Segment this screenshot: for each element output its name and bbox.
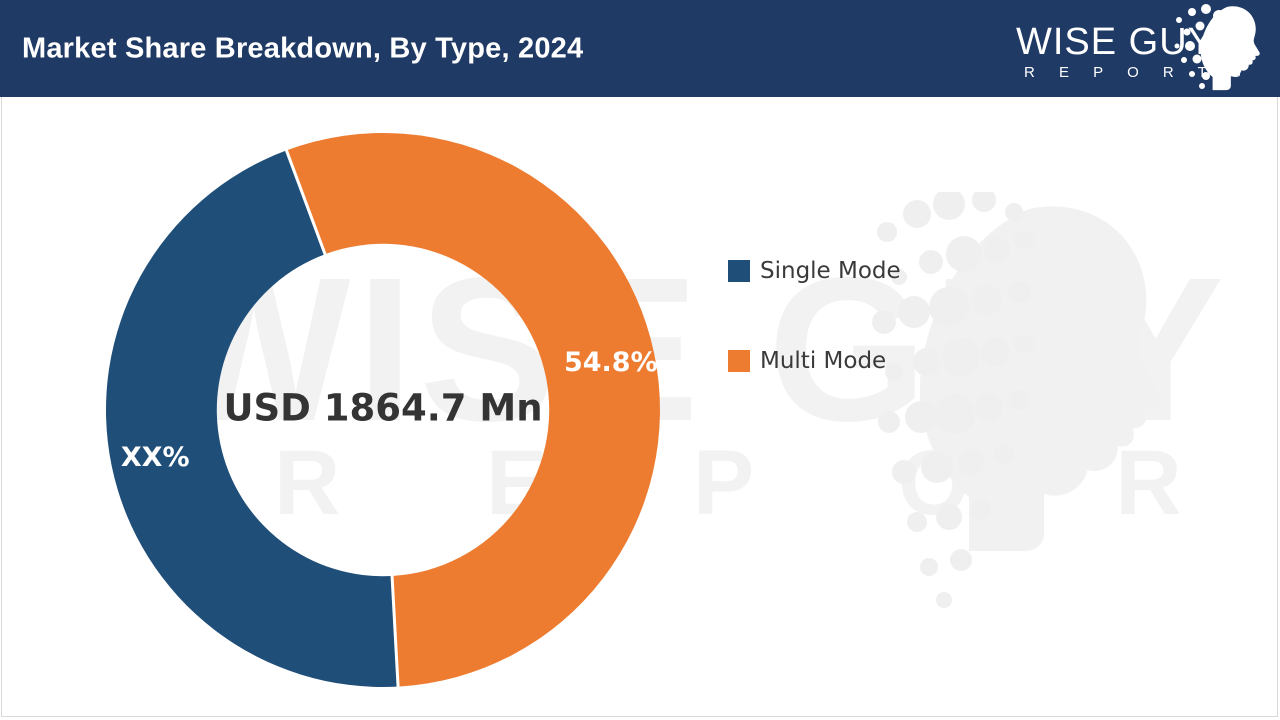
slice-gap-lines: [284, 148, 400, 688]
chart-legend: Single Mode Multi Mode: [728, 257, 901, 375]
slice-percentage-labels: 54.8% XX%: [121, 347, 658, 473]
legend-item-single-mode: Single Mode: [728, 257, 901, 285]
watermark-dots: [872, 192, 1034, 608]
donut-slices: [105, 133, 660, 688]
slice-single-mode: [105, 150, 399, 688]
legend-swatch-multi-mode: [728, 350, 750, 372]
watermark-face-graphic: [872, 192, 1163, 608]
donut-chart: 54.8% XX% USD 1864.7 Mn: [105, 133, 660, 688]
legend-label-single-mode: Single Mode: [760, 258, 901, 284]
legend-swatch-single-mode: [728, 260, 750, 282]
legend-item-multi-mode: Multi Mode: [728, 347, 901, 375]
legend-label-multi-mode: Multi Mode: [760, 348, 887, 374]
chart-area: WISE GUY R E P O R T S 54.8%XX% USD 1864…: [1, 97, 1280, 717]
slice-label-single-mode: XX%: [121, 442, 190, 473]
wiseguy-logo: WISE GUY R E P O R T S: [1016, 4, 1260, 91]
logo-face-silhouette: [1200, 6, 1260, 91]
slice-label-multi-mode: 54.8%: [564, 347, 658, 378]
logo-subtitle-text: R E P O R T S: [1024, 64, 1251, 81]
slice-multi-mode: [286, 133, 660, 687]
chart-center-value: USD 1864.7 Mn: [223, 387, 542, 430]
header-bar: Market Share Breakdown, By Type, 2024 WI…: [0, 0, 1280, 97]
logo-title-text: WISE GUY: [1016, 21, 1214, 63]
page-title: Market Share Breakdown, By Type, 2024: [22, 32, 584, 64]
